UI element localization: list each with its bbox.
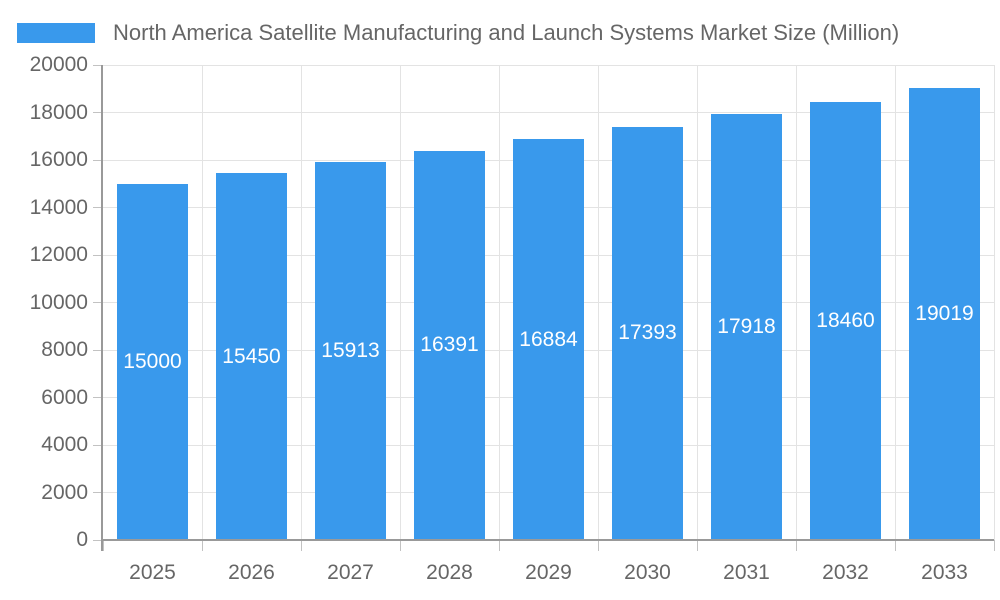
y-tick <box>93 539 103 541</box>
y-tick <box>93 397 103 398</box>
y-tick <box>93 349 103 351</box>
bar-value-label: 19019 <box>915 302 974 326</box>
y-tick <box>93 112 103 113</box>
bar-value-label: 17918 <box>717 315 776 339</box>
y-tick <box>93 254 103 256</box>
y-tick-label: 16000 <box>29 148 88 171</box>
y-tick-label: 0 <box>76 528 88 551</box>
x-tick-label: 2028 <box>426 561 473 584</box>
gridline-v <box>795 65 797 540</box>
bar-value-label: 17393 <box>618 321 677 345</box>
x-tick <box>795 540 797 551</box>
bar-value-label: 15000 <box>123 349 182 373</box>
x-tick <box>597 540 599 551</box>
bar <box>414 150 485 540</box>
chart-legend: North America Satellite Manufacturing an… <box>0 0 1000 60</box>
bar <box>513 139 584 540</box>
y-tick <box>93 207 103 208</box>
legend-swatch[interactable] <box>17 23 95 43</box>
x-tick <box>399 540 401 551</box>
gridline-v <box>894 65 896 540</box>
y-tick-label: 14000 <box>29 195 88 219</box>
y-tick-label: 18000 <box>29 100 88 124</box>
x-tick-label: 2027 <box>327 561 374 584</box>
bar-value-label: 15450 <box>222 344 281 368</box>
x-tick-label: 2031 <box>723 561 770 584</box>
bar-value-label: 16391 <box>420 333 479 357</box>
y-tick-label: 2000 <box>41 480 88 504</box>
bar <box>810 101 881 540</box>
y-tick <box>93 444 103 446</box>
y-tick-label: 8000 <box>41 338 88 361</box>
x-tick-label: 2026 <box>228 561 275 584</box>
x-tick <box>201 540 203 551</box>
bar <box>315 162 386 540</box>
y-tick <box>93 302 103 303</box>
bar-value-label: 18460 <box>816 308 875 332</box>
gridline-h <box>103 64 994 66</box>
x-tick <box>993 540 995 551</box>
bar <box>909 88 980 540</box>
x-tick-label: 2030 <box>624 561 671 584</box>
gridline-h <box>103 112 994 113</box>
y-tick <box>93 64 103 66</box>
y-tick-label: 20000 <box>29 53 88 76</box>
gridline-v <box>696 65 698 540</box>
y-tick <box>93 159 103 161</box>
x-tick-label: 2032 <box>822 561 869 584</box>
y-axis-line <box>101 65 103 551</box>
gridline-v <box>399 65 401 540</box>
gridline-v <box>498 65 500 540</box>
gridline-v <box>300 65 302 540</box>
bar-value-label: 16884 <box>519 327 578 351</box>
x-tick <box>894 540 896 551</box>
y-tick <box>93 492 103 493</box>
y-tick-label: 10000 <box>29 290 88 314</box>
gridline-v <box>597 65 599 540</box>
x-axis-line <box>101 539 994 541</box>
legend-label[interactable]: North America Satellite Manufacturing an… <box>113 20 900 45</box>
x-tick-label: 2029 <box>525 561 572 584</box>
x-tick <box>102 540 104 551</box>
y-tick-label: 12000 <box>29 243 88 266</box>
bar <box>612 126 683 540</box>
gridline-v <box>993 65 995 540</box>
bar-value-label: 15913 <box>321 339 380 363</box>
x-tick-label: 2033 <box>921 561 968 584</box>
y-tick-label: 4000 <box>41 433 88 456</box>
x-tick-label: 2025 <box>129 561 176 584</box>
x-tick <box>300 540 302 551</box>
bar <box>711 114 782 540</box>
x-tick <box>498 540 500 551</box>
x-tick <box>696 540 698 551</box>
gridline-v <box>201 65 203 540</box>
y-tick-label: 6000 <box>41 385 88 409</box>
bar <box>216 173 287 540</box>
bar <box>117 183 188 540</box>
